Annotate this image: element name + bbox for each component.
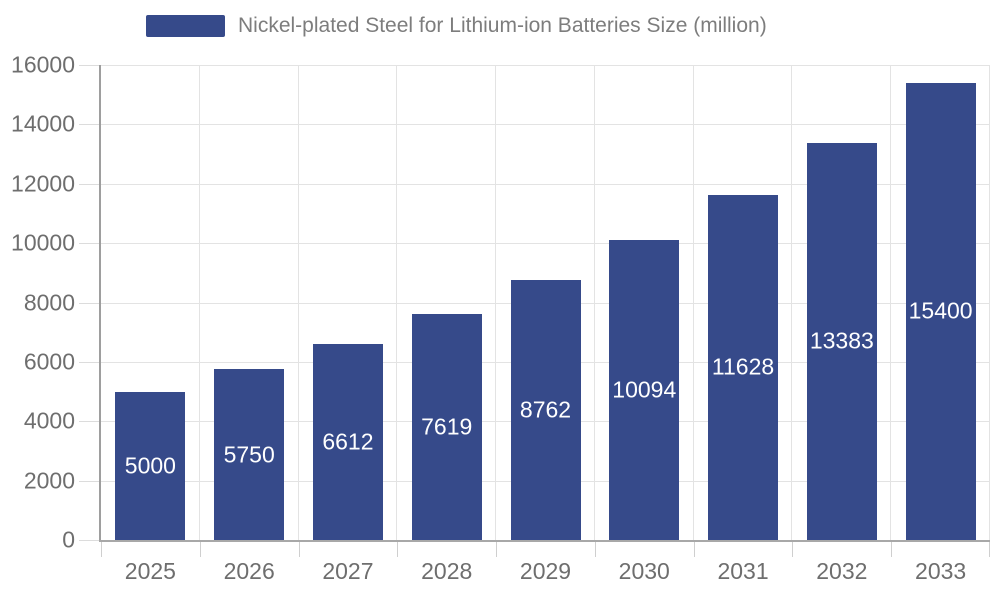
bar-value-label: 8762	[519, 396, 572, 423]
bar-value-label: 5000	[124, 452, 176, 479]
bar-value-label: 5750	[223, 441, 275, 468]
bar-2032: 13383	[806, 142, 877, 540]
v-gridline	[989, 65, 990, 540]
y-axis-tick-label: 6000	[23, 348, 75, 375]
x-axis-tick-label: 2031	[717, 558, 769, 584]
y-axis-tick-label: 14000	[11, 110, 75, 137]
y-axis-tick-label: 8000	[23, 289, 75, 315]
y-tick-mark	[79, 65, 99, 66]
x-tick-mark	[397, 542, 399, 557]
x-axis-line	[99, 540, 990, 542]
y-tick-mark	[79, 480, 99, 482]
bar-value-label: 7619	[421, 413, 473, 440]
legend[interactable]: Nickel-plated Steel for Lithium-ion Batt…	[146, 14, 767, 38]
y-tick-mark	[79, 302, 99, 304]
y-axis-tick-label: 2000	[23, 467, 75, 494]
y-axis-line	[99, 65, 101, 542]
x-tick-mark	[298, 542, 300, 557]
bar-value-label: 13383	[809, 327, 874, 354]
v-gridline	[692, 65, 694, 540]
v-gridline	[198, 65, 200, 540]
bar-value-label: 10094	[612, 376, 677, 403]
bar-2026: 5750	[214, 369, 285, 540]
y-axis-tick-label: 16000	[11, 51, 75, 78]
x-axis-tick-label: 2026	[223, 558, 275, 584]
v-gridline	[396, 65, 398, 540]
v-gridline	[297, 65, 299, 540]
bar-value-label: 6612	[322, 428, 374, 455]
bar-2033: 15400	[905, 82, 976, 540]
x-tick-mark	[496, 542, 498, 557]
x-tick-mark	[891, 542, 893, 557]
legend-swatch	[146, 15, 225, 37]
x-axis-tick-label: 2029	[519, 558, 572, 584]
y-tick-mark	[79, 183, 99, 185]
y-tick-mark	[79, 421, 99, 423]
plot-area: 0 2000 4000 6000 8000 10000 12000 14000 16000 202…	[11, 53, 990, 583]
y-tick-mark	[79, 124, 99, 126]
h-gridline	[101, 183, 990, 185]
x-tick-mark	[199, 542, 201, 557]
x-tick-mark	[101, 542, 102, 557]
x-tick-mark	[989, 542, 990, 557]
y-tick-mark	[79, 243, 99, 245]
bar-value-label: 15400	[908, 297, 973, 324]
x-axis-tick-label: 2032	[816, 558, 868, 584]
h-gridline	[101, 124, 990, 126]
bar-2027: 6612	[312, 343, 383, 540]
x-axis-tick-label: 2028	[421, 558, 473, 584]
y-axis-tick-label: 0	[62, 526, 75, 553]
bar-value-label: 11628	[711, 353, 775, 380]
x-tick-mark	[792, 542, 794, 557]
v-gridline	[890, 65, 892, 540]
legend-label: Nickel-plated Steel for Lithium-ion Batt…	[238, 14, 767, 37]
v-gridline	[593, 65, 595, 540]
x-axis-tick-label: 2030	[618, 558, 670, 584]
y-tick-mark	[79, 540, 99, 541]
bar-2025: 5000	[115, 391, 186, 540]
bar-2031: 11628	[708, 194, 779, 540]
bar-2030: 10094	[609, 240, 680, 540]
y-tick-mark	[79, 361, 99, 363]
h-gridline	[101, 243, 990, 245]
y-axis-tick-label: 12000	[11, 170, 75, 197]
x-axis-tick-label: 2027	[322, 558, 374, 584]
x-tick-mark	[594, 542, 596, 557]
x-tick-mark	[693, 542, 695, 557]
y-axis-tick-label: 4000	[23, 407, 75, 434]
v-gridline	[495, 65, 497, 540]
bar-2028: 7619	[411, 313, 482, 540]
h-gridline	[101, 65, 990, 66]
x-axis-tick-label: 2025	[124, 558, 176, 584]
x-axis-tick-label: 2033	[915, 558, 967, 584]
y-axis-tick-label: 10000	[11, 229, 75, 256]
bar-2029: 8762	[510, 279, 581, 540]
v-gridline	[791, 65, 793, 540]
